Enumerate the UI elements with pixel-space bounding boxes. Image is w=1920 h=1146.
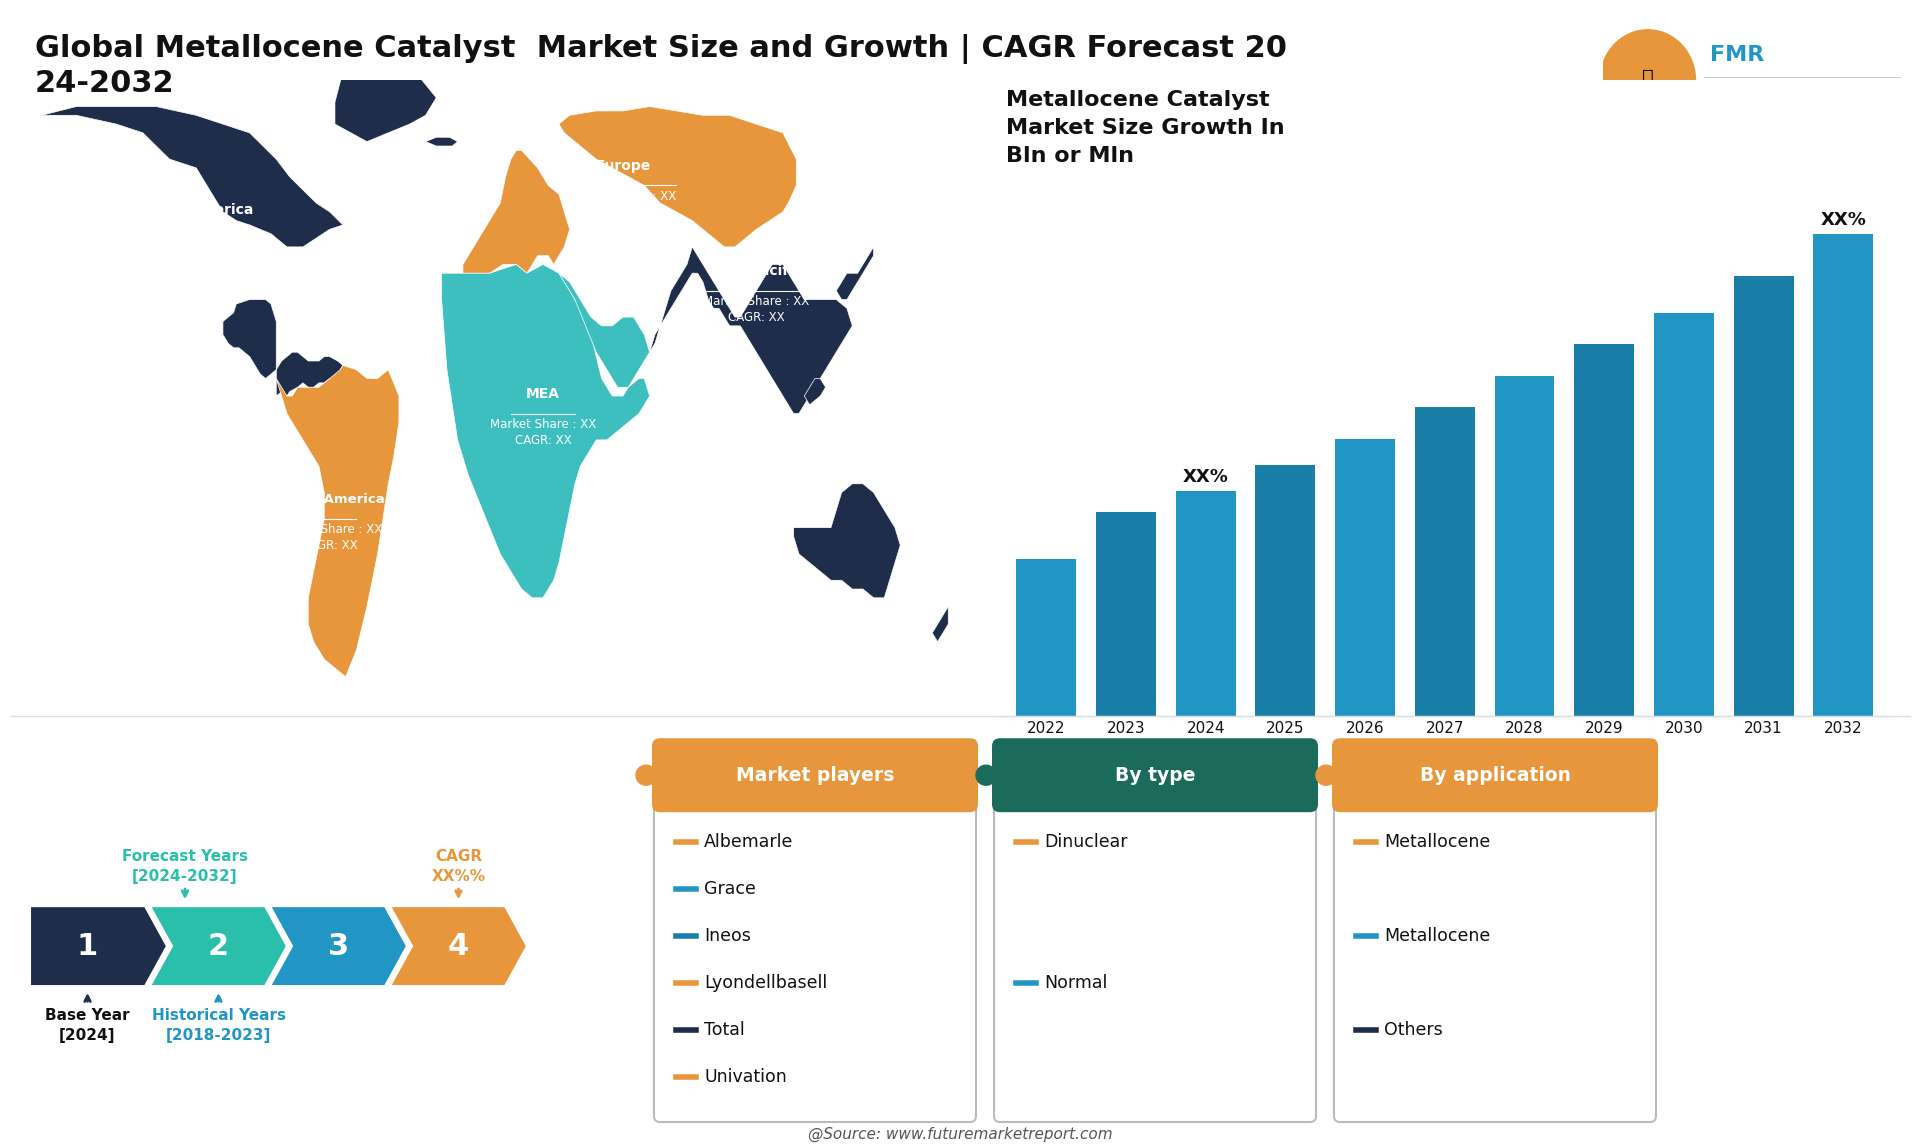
Text: FMR: FMR xyxy=(1711,45,1764,65)
FancyBboxPatch shape xyxy=(995,803,1315,1122)
Polygon shape xyxy=(559,273,649,387)
Text: Market Share : XX
CAGR: XX: Market Share : XX CAGR: XX xyxy=(703,296,810,324)
Text: Market Share : XX
CAGR: XX: Market Share : XX CAGR: XX xyxy=(144,229,250,258)
Text: XX%: XX% xyxy=(1183,468,1229,486)
Bar xyxy=(1494,376,1555,716)
Text: 2: 2 xyxy=(207,932,228,960)
FancyBboxPatch shape xyxy=(1334,803,1655,1122)
Polygon shape xyxy=(426,138,457,146)
Polygon shape xyxy=(837,246,874,299)
Text: Base Year
[2024]: Base Year [2024] xyxy=(46,1008,131,1043)
Polygon shape xyxy=(559,107,797,246)
Text: Metallocene Catalyst
Market Size Growth In
Bln or Mln: Metallocene Catalyst Market Size Growth … xyxy=(1006,89,1284,166)
Text: @Source: www.futuremarketreport.com: @Source: www.futuremarketreport.com xyxy=(808,1127,1112,1141)
Text: 3: 3 xyxy=(328,932,349,960)
FancyBboxPatch shape xyxy=(1332,738,1659,813)
Text: 🏃: 🏃 xyxy=(1642,68,1653,87)
Text: Market players: Market players xyxy=(735,766,895,785)
Circle shape xyxy=(1599,30,1695,131)
Text: Europe: Europe xyxy=(595,159,651,173)
Polygon shape xyxy=(463,150,570,273)
Text: CAGR
XX%%: CAGR XX%% xyxy=(432,849,486,885)
Bar xyxy=(1734,276,1793,716)
Text: MEA: MEA xyxy=(526,387,561,401)
Polygon shape xyxy=(42,107,344,246)
Text: Market Share : XX
CAGR: XX: Market Share : XX CAGR: XX xyxy=(276,524,382,552)
Text: Lyondellbasell: Lyondellbasell xyxy=(705,974,828,992)
Polygon shape xyxy=(649,246,852,414)
Text: Market Share : XX
CAGR: XX: Market Share : XX CAGR: XX xyxy=(570,190,676,219)
Text: Asia Pacific: Asia Pacific xyxy=(712,265,801,278)
Polygon shape xyxy=(150,906,286,986)
Bar xyxy=(1814,235,1874,716)
Polygon shape xyxy=(276,366,399,677)
Text: Metallocene: Metallocene xyxy=(1384,833,1490,851)
Bar xyxy=(1256,465,1315,716)
Text: 4: 4 xyxy=(447,932,468,960)
Text: Market Share : XX
CAGR: XX: Market Share : XX CAGR: XX xyxy=(490,418,595,447)
Text: Albemarle: Albemarle xyxy=(705,833,793,851)
Polygon shape xyxy=(933,606,948,642)
Text: Forecast Years
[2024-2032]: Forecast Years [2024-2032] xyxy=(123,849,248,885)
Text: Others: Others xyxy=(1384,1021,1442,1039)
Text: Historical Years
[2018-2023]: Historical Years [2018-2023] xyxy=(152,1008,286,1043)
Text: 1: 1 xyxy=(77,932,98,960)
FancyBboxPatch shape xyxy=(993,738,1317,813)
Polygon shape xyxy=(390,906,526,986)
FancyBboxPatch shape xyxy=(655,803,975,1122)
Bar xyxy=(1415,407,1475,716)
Polygon shape xyxy=(31,906,167,986)
Text: Normal: Normal xyxy=(1044,974,1108,992)
Text: Total: Total xyxy=(705,1021,745,1039)
Text: By type: By type xyxy=(1116,766,1196,785)
Text: South America: South America xyxy=(275,493,384,505)
Text: Metallocene: Metallocene xyxy=(1384,927,1490,945)
Circle shape xyxy=(975,766,996,785)
Circle shape xyxy=(636,766,657,785)
Text: Dinuclear: Dinuclear xyxy=(1044,833,1127,851)
Polygon shape xyxy=(793,484,900,598)
Text: Grace: Grace xyxy=(705,880,756,898)
Polygon shape xyxy=(334,63,436,142)
Bar xyxy=(1334,439,1396,716)
Polygon shape xyxy=(223,299,344,397)
Bar xyxy=(1016,559,1075,716)
Text: Global Metallocene Catalyst  Market Size and Growth | CAGR Forecast 20
24-2032: Global Metallocene Catalyst Market Size … xyxy=(35,34,1286,97)
Polygon shape xyxy=(442,265,649,598)
Text: Univation: Univation xyxy=(705,1068,787,1086)
Bar xyxy=(1096,512,1156,716)
Bar xyxy=(1175,490,1236,716)
Bar xyxy=(1653,313,1715,716)
Text: FUTURE MARKET REPORT: FUTURE MARKET REPORT xyxy=(1711,95,1807,103)
Text: By application: By application xyxy=(1419,766,1571,785)
Text: North America: North America xyxy=(140,203,253,217)
FancyBboxPatch shape xyxy=(653,738,977,813)
Circle shape xyxy=(1315,766,1336,785)
Text: XX%: XX% xyxy=(1820,211,1866,229)
Polygon shape xyxy=(804,378,826,405)
Polygon shape xyxy=(271,906,407,986)
Text: Ineos: Ineos xyxy=(705,927,751,945)
Bar xyxy=(1574,345,1634,716)
